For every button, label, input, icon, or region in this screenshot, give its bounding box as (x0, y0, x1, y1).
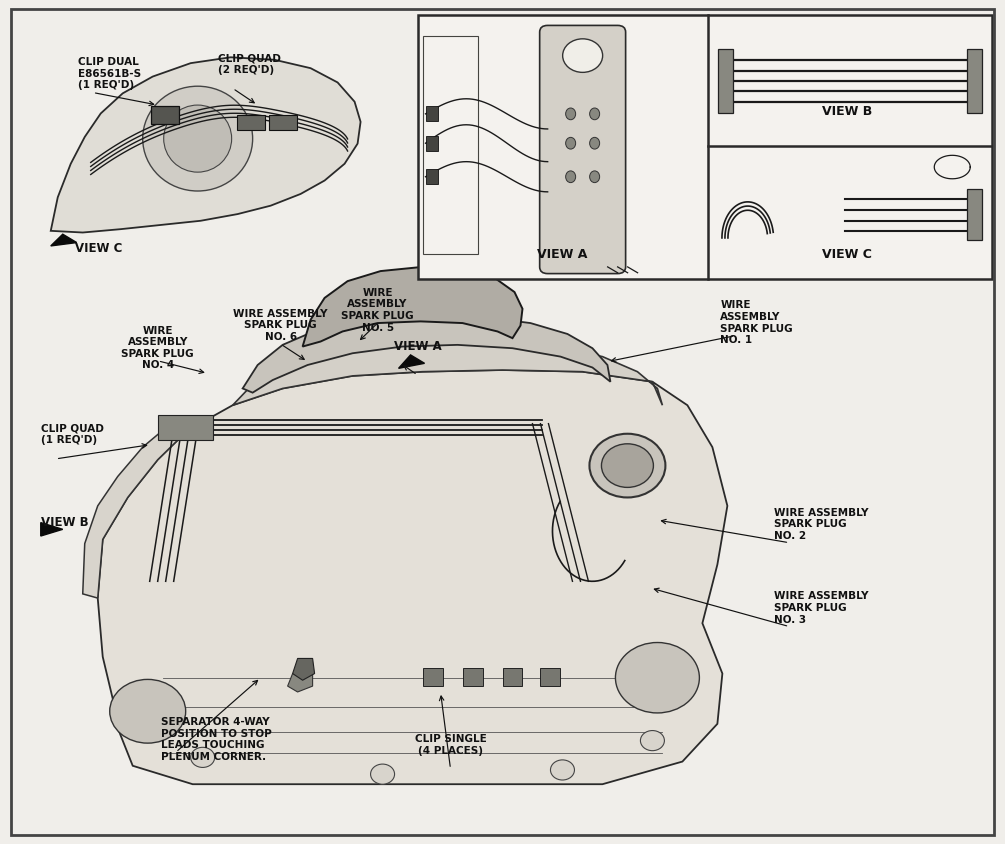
Circle shape (563, 39, 603, 73)
Circle shape (615, 642, 699, 713)
Bar (541, 668, 561, 686)
Ellipse shape (590, 170, 600, 182)
Bar (425, 106, 437, 122)
Bar (502, 668, 523, 686)
Text: CLIP DUAL
E86561B-S
(1 REQ'D): CLIP DUAL E86561B-S (1 REQ'D) (77, 57, 141, 90)
Text: WIRE ASSEMBLY
SPARK PLUG
NO. 6: WIRE ASSEMBLY SPARK PLUG NO. 6 (233, 309, 328, 342)
Text: CLIP SINGLE
(4 PLACES): CLIP SINGLE (4 PLACES) (415, 734, 486, 755)
Text: VIEW C: VIEW C (74, 241, 123, 255)
Bar (718, 49, 733, 112)
Circle shape (601, 444, 653, 487)
Circle shape (640, 731, 664, 750)
Text: WIRE ASSEMBLY
SPARK PLUG
NO. 3: WIRE ASSEMBLY SPARK PLUG NO. 3 (774, 592, 869, 625)
Bar (236, 115, 264, 130)
Ellipse shape (566, 108, 576, 120)
Polygon shape (82, 422, 193, 598)
Text: VIEW C: VIEW C (822, 248, 872, 261)
Text: CLIP QUAD
(2 REQ'D): CLIP QUAD (2 REQ'D) (218, 53, 280, 74)
Polygon shape (399, 355, 424, 368)
Bar (422, 36, 477, 254)
Circle shape (371, 764, 395, 784)
Text: VIEW A: VIEW A (394, 340, 441, 353)
Bar (462, 668, 482, 686)
Text: VIEW B: VIEW B (822, 106, 872, 118)
Polygon shape (97, 370, 728, 784)
Text: WIRE ASSEMBLY
SPARK PLUG
NO. 2: WIRE ASSEMBLY SPARK PLUG NO. 2 (774, 507, 869, 541)
Bar (151, 106, 179, 124)
Polygon shape (232, 343, 662, 405)
Ellipse shape (590, 138, 600, 149)
Bar (425, 136, 437, 151)
Ellipse shape (590, 108, 600, 120)
Polygon shape (50, 234, 76, 246)
Bar (158, 415, 213, 441)
Text: CLIP QUAD
(1 REQ'D): CLIP QUAD (1 REQ'D) (41, 424, 104, 446)
Polygon shape (242, 315, 610, 392)
FancyBboxPatch shape (540, 25, 626, 273)
Polygon shape (303, 267, 523, 347)
Ellipse shape (164, 105, 231, 172)
Bar (268, 115, 296, 130)
Polygon shape (50, 57, 361, 232)
Text: VIEW A: VIEW A (538, 248, 588, 261)
Circle shape (590, 434, 665, 497)
Text: SEPARATOR 4-WAY
POSITION TO STOP
LEADS TOUCHING
PLENUM CORNER.: SEPARATOR 4-WAY POSITION TO STOP LEADS T… (161, 717, 271, 762)
Polygon shape (292, 658, 315, 680)
Text: WIRE
ASSEMBLY
SPARK PLUG
NO. 4: WIRE ASSEMBLY SPARK PLUG NO. 4 (122, 326, 194, 371)
Ellipse shape (566, 170, 576, 182)
Bar (967, 189, 982, 240)
Polygon shape (287, 674, 313, 692)
Text: WIRE
ASSEMBLY
SPARK PLUG
NO. 5: WIRE ASSEMBLY SPARK PLUG NO. 5 (342, 288, 414, 333)
Polygon shape (41, 522, 62, 536)
Bar (417, 15, 992, 279)
Circle shape (110, 679, 186, 743)
Bar (967, 49, 982, 112)
Circle shape (191, 747, 215, 767)
Text: VIEW B: VIEW B (41, 516, 88, 529)
Ellipse shape (143, 86, 252, 191)
Ellipse shape (566, 138, 576, 149)
Text: WIRE
ASSEMBLY
SPARK PLUG
NO. 1: WIRE ASSEMBLY SPARK PLUG NO. 1 (721, 300, 793, 345)
Bar (422, 668, 442, 686)
Bar (425, 169, 437, 184)
Circle shape (551, 760, 575, 780)
